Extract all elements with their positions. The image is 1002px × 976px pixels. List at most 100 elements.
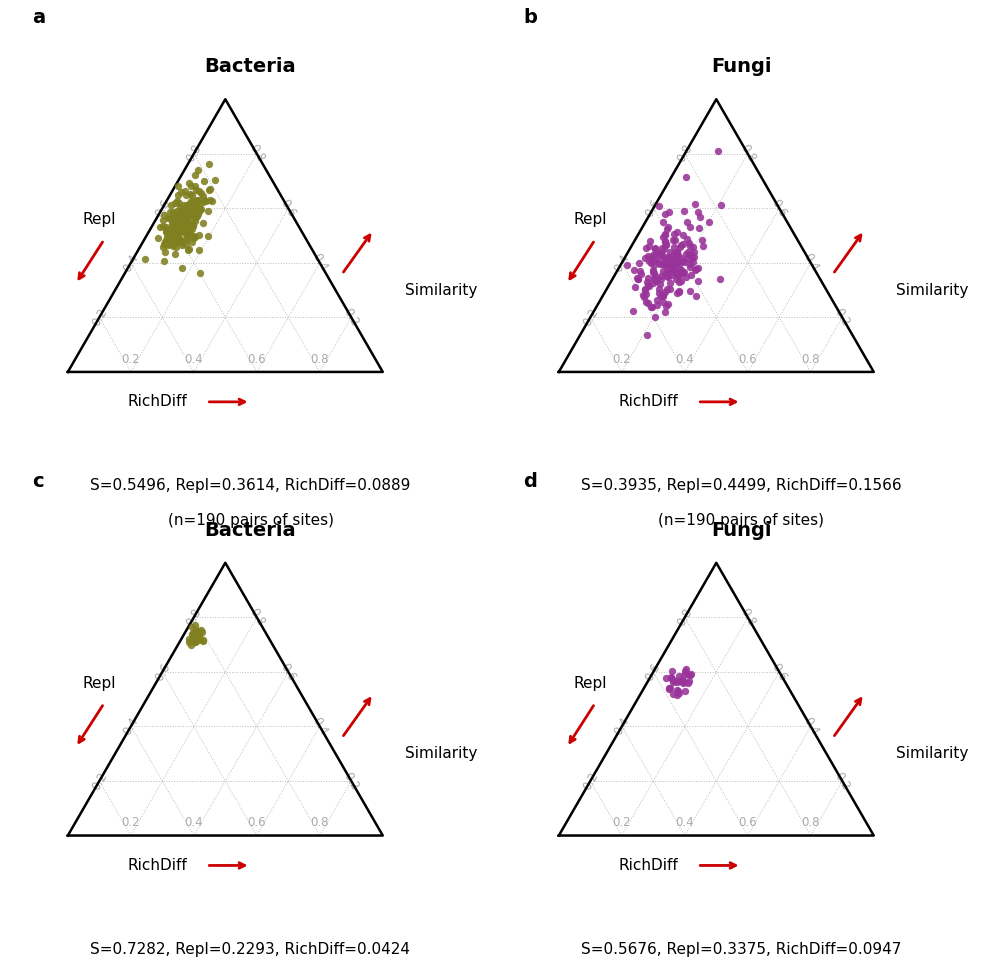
Point [643, 249, 659, 264]
Text: 0.8: 0.8 [311, 352, 329, 366]
Point [628, 270, 644, 286]
Text: 0.8: 0.8 [183, 606, 204, 629]
Point [663, 266, 679, 282]
Point [180, 241, 196, 257]
Point [171, 230, 187, 246]
Point [165, 226, 181, 242]
Point [172, 215, 188, 230]
Point [177, 209, 193, 224]
Point [174, 235, 190, 251]
Point [669, 224, 685, 240]
Point [187, 631, 203, 647]
Point [168, 223, 184, 238]
Point [631, 256, 647, 271]
Point [188, 208, 204, 224]
Point [653, 289, 669, 305]
Point [656, 241, 672, 257]
Point [187, 633, 203, 649]
Text: 0.6: 0.6 [769, 661, 790, 683]
Point [680, 244, 696, 260]
Point [647, 252, 663, 267]
Point [187, 617, 203, 632]
Point [666, 673, 682, 689]
Point [669, 285, 685, 301]
Text: Repl: Repl [573, 212, 607, 227]
Point [207, 173, 223, 188]
Point [658, 257, 674, 272]
Point [178, 213, 194, 228]
Point [647, 240, 663, 256]
Point [671, 239, 687, 255]
Point [170, 178, 186, 193]
Point [166, 222, 182, 237]
Point [651, 245, 667, 261]
Point [170, 230, 186, 246]
Point [644, 254, 660, 269]
Point [660, 263, 676, 278]
Point [638, 295, 654, 310]
Point [178, 214, 194, 229]
Point [681, 673, 697, 689]
Title: Fungi: Fungi [711, 57, 772, 76]
Point [670, 683, 686, 699]
Point [190, 207, 206, 223]
Point [638, 287, 654, 303]
Text: 0.2: 0.2 [89, 306, 109, 329]
Point [181, 197, 197, 213]
Point [681, 257, 697, 272]
Text: 0.2: 0.2 [832, 306, 853, 329]
Point [152, 220, 168, 235]
Point [156, 254, 172, 269]
Point [185, 205, 201, 221]
Point [185, 629, 201, 644]
Point [167, 195, 183, 211]
Point [624, 303, 640, 318]
Point [177, 183, 193, 198]
Point [662, 680, 678, 696]
Point [193, 201, 209, 217]
Text: 0.8: 0.8 [737, 606, 758, 629]
Point [169, 223, 185, 238]
Point [181, 226, 197, 242]
Point [164, 239, 180, 255]
Text: 0.6: 0.6 [643, 197, 663, 220]
Text: 0.4: 0.4 [184, 816, 203, 830]
Point [657, 226, 673, 242]
Point [670, 247, 686, 263]
Point [688, 288, 704, 304]
Point [662, 281, 678, 297]
Text: Similarity: Similarity [405, 283, 477, 298]
Point [162, 204, 178, 220]
Text: 0.6: 0.6 [738, 352, 758, 366]
Text: 0.2: 0.2 [341, 770, 362, 793]
Text: 0.4: 0.4 [675, 816, 694, 830]
Point [709, 143, 725, 159]
Point [652, 271, 668, 287]
Point [664, 664, 680, 679]
Point [175, 222, 191, 237]
Point [686, 263, 702, 278]
Text: Similarity: Similarity [896, 283, 968, 298]
Point [655, 256, 671, 271]
Point [690, 204, 706, 220]
Point [667, 247, 683, 263]
Point [656, 255, 672, 270]
Point [679, 674, 695, 690]
Point [201, 156, 217, 172]
Point [185, 230, 201, 246]
Point [655, 263, 671, 278]
Point [681, 219, 697, 234]
Point [649, 292, 665, 307]
Point [187, 624, 203, 639]
Point [665, 672, 681, 688]
Point [657, 265, 673, 281]
Point [182, 208, 198, 224]
Point [681, 284, 697, 300]
Point [664, 257, 680, 272]
Point [185, 633, 201, 649]
Point [682, 267, 698, 283]
Point [662, 254, 678, 269]
Point [179, 223, 195, 238]
Text: S=0.3935, Repl=0.4499, RichDiff=0.1566: S=0.3935, Repl=0.4499, RichDiff=0.1566 [581, 478, 902, 493]
Point [685, 239, 701, 255]
